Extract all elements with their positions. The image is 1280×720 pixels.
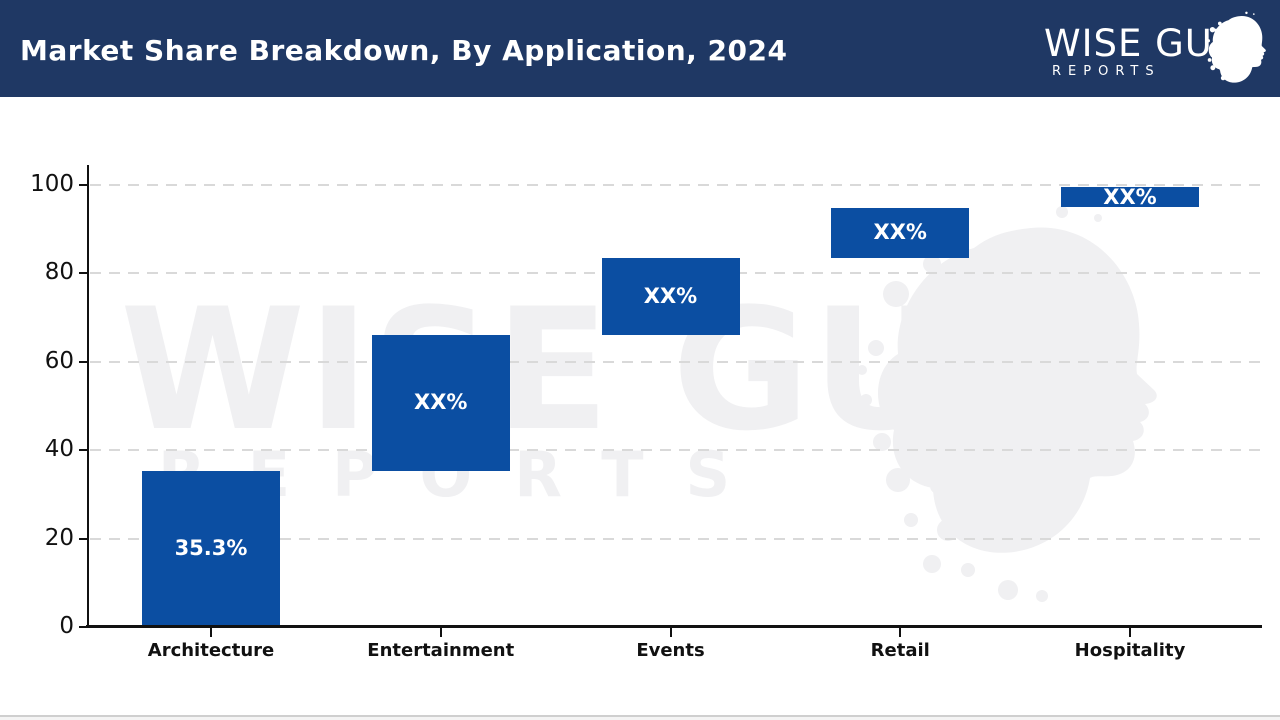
bar-entertainment: XX% (371, 334, 510, 471)
x-tick-mark (669, 628, 672, 637)
watermark-head-icon (857, 206, 1157, 602)
bar-value-label: XX% (643, 283, 698, 308)
y-tick-mark (79, 449, 87, 451)
y-tick-mark (79, 183, 87, 186)
x-tick-mark (899, 628, 902, 637)
x-category-label: Retail (870, 640, 930, 661)
x-category-label: Events (636, 640, 705, 661)
x-axis-line (86, 625, 1262, 628)
footer-divider (0, 715, 1280, 717)
bar-architecture: 35.3% (142, 470, 280, 627)
y-tick-mark (79, 626, 87, 628)
bar-events: XX% (601, 257, 740, 335)
x-tick-mark (210, 628, 212, 637)
bar-value-label: XX% (414, 390, 468, 415)
gridline-100 (90, 183, 1262, 186)
bar-value-label: XX% (873, 220, 927, 244)
footer-strip (0, 717, 1280, 720)
header-banner: Market Share Breakdown, By Application, … (0, 0, 1280, 97)
logo-wordmark: WISE GUY (1044, 22, 1237, 65)
y-tick-label: 0 (59, 613, 74, 639)
bar-value-label: XX% (1103, 184, 1157, 209)
page-title: Market Share Breakdown, By Application, … (20, 34, 788, 67)
gridline-60 (90, 360, 1262, 363)
gridline-40 (90, 449, 1262, 451)
bar-retail: XX% (831, 207, 970, 258)
y-tick-label: 40 (44, 436, 74, 462)
y-tick-label: 80 (44, 259, 74, 285)
logo-head-icon (1205, 11, 1266, 83)
wise-guy-logo: WISE GUY REPORTS (1040, 6, 1272, 94)
logo-subtitle: REPORTS (1052, 64, 1161, 79)
y-tick-mark (79, 537, 87, 540)
bar-hospitality: XX% (1061, 184, 1199, 209)
y-tick-label: 100 (30, 170, 74, 197)
chart-plot-area: 0 20 40 60 80 100 35.3% Architecture XX% Entertai… (0, 97, 1280, 717)
x-category-label: Entertainment (367, 640, 515, 661)
bar-value-label: 35.3% (174, 536, 248, 561)
y-tick-mark (79, 360, 87, 363)
y-tick-label: 20 (44, 524, 74, 551)
y-axis-line (87, 165, 89, 627)
y-tick-label: 60 (44, 347, 74, 374)
x-category-label: Hospitality (1074, 640, 1186, 661)
y-tick-mark (79, 272, 87, 274)
gridline-20 (90, 537, 1262, 540)
x-category-label: Architecture (147, 640, 275, 661)
x-tick-mark (1129, 628, 1131, 637)
x-tick-mark (439, 628, 442, 637)
